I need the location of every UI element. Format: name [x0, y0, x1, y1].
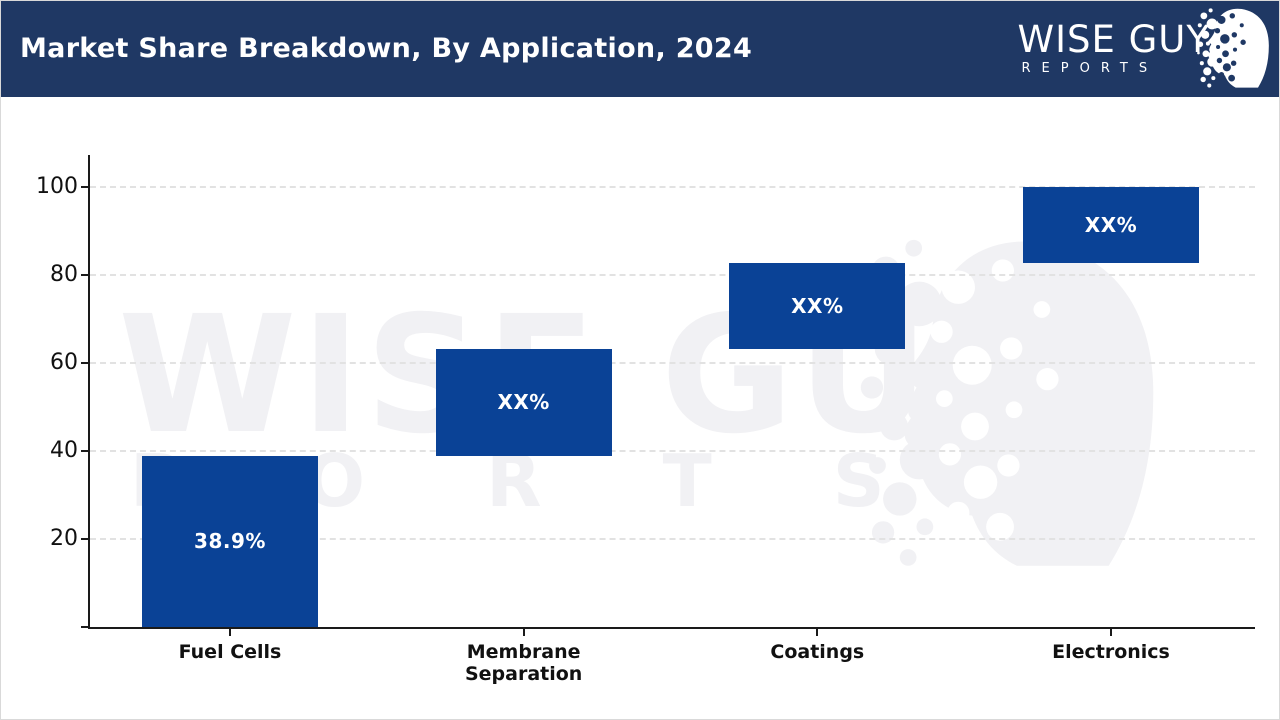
wiseguy-logo-subtitle: REPORTS [1021, 61, 1159, 76]
x-category-label-fuel-cells: Fuel Cells [178, 641, 282, 663]
x-tick-fuel-cells [229, 629, 231, 636]
y-tick-60 [81, 362, 89, 364]
chart-area: WISE GUY P O R T S 20 40 60 80 100 38.9% Fuel … [0, 97, 1280, 720]
x-category-label-electronics: Electronics [1052, 641, 1170, 663]
gridline-80 [90, 274, 1255, 276]
page-title: Market Share Breakdown, By Application, … [20, 33, 753, 64]
y-tick-label-40: 40 [50, 438, 78, 463]
x-axis-line [88, 627, 1255, 629]
y-tick-20 [81, 538, 89, 540]
watermark-head-icon [858, 223, 1170, 591]
x-tick-electronics [1110, 629, 1112, 636]
y-tick-label-80: 80 [50, 262, 78, 287]
wiseguy-head-icon [1196, 5, 1274, 93]
gridline-20 [90, 538, 1255, 540]
y-tick-label-20: 20 [50, 526, 78, 551]
bar-value-label-membrane-separation: XX% [497, 390, 550, 415]
bar-fuel-cells [142, 455, 318, 627]
header-bar: Market Share Breakdown, By Application, … [0, 0, 1280, 97]
gridline-60 [90, 362, 1255, 364]
y-tick-0 [81, 626, 89, 628]
bar-electronics [1023, 187, 1199, 263]
y-tick-100 [81, 186, 89, 188]
y-tick-40 [81, 450, 89, 452]
bar-value-label-coatings: XX% [791, 293, 844, 318]
x-tick-membrane-separation [522, 629, 525, 636]
x-category-label-membrane-separation: Membrane Separation [464, 641, 583, 685]
y-tick-80 [81, 274, 89, 276]
y-tick-label-100: 100 [36, 174, 78, 199]
wiseguy-logo-text: WISE GUY REPORTS [1018, 21, 1210, 76]
bar-coatings [729, 262, 906, 349]
x-tick-coatings [816, 629, 819, 636]
bar-value-label-electronics: XX% [1084, 212, 1138, 237]
wiseguy-logo: WISE GUY REPORTS [1018, 0, 1274, 97]
x-category-label-coatings: Coatings [770, 641, 865, 663]
gridline-40 [90, 450, 1255, 452]
gridline-100 [90, 186, 1255, 188]
y-axis-line [88, 155, 90, 629]
y-tick-label-60: 60 [50, 350, 78, 375]
wiseguy-logo-name: WISE GUY [1017, 18, 1210, 61]
bar-value-label-fuel-cells: 38.9% [194, 529, 266, 554]
bar-membrane-separation [435, 348, 612, 456]
